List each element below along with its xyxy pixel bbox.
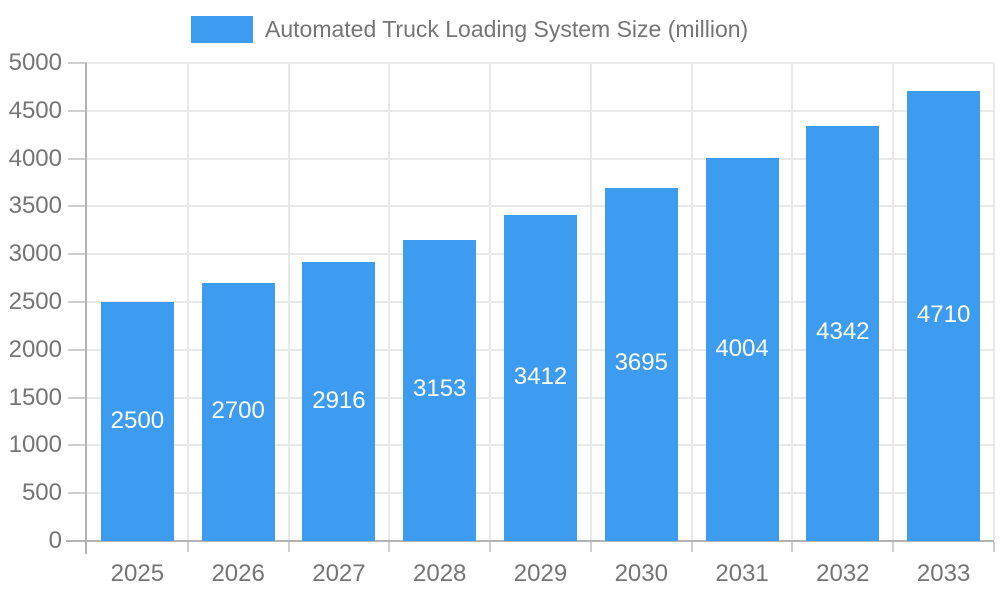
y-axis-tick <box>68 396 87 399</box>
x-tick-label: 2027 <box>312 560 366 587</box>
y-axis-line <box>85 63 87 554</box>
x-axis-tick <box>993 542 995 552</box>
gridline-vertical <box>791 63 794 541</box>
gridline-vertical <box>892 63 895 541</box>
bar-2026[interactable] <box>201 282 275 541</box>
bar-value-label: 2916 <box>312 386 366 414</box>
bar-2030[interactable] <box>604 187 678 541</box>
y-tick-label: 0 <box>48 527 62 554</box>
x-tick-label: 2030 <box>614 560 668 587</box>
x-tick-label: 2033 <box>916 560 971 587</box>
x-tick-label: 2029 <box>513 560 568 587</box>
y-axis-tick <box>68 444 87 447</box>
bar-value-label: 3153 <box>413 375 467 403</box>
legend-swatch <box>191 16 253 43</box>
y-tick-label: 1000 <box>8 431 62 459</box>
x-axis-line <box>66 540 994 542</box>
y-tick-label: 500 <box>21 479 62 507</box>
gridline-horizontal <box>87 109 994 112</box>
y-axis-tick <box>68 492 87 495</box>
x-tick-label: 2026 <box>211 560 265 587</box>
x-axis-tick <box>388 542 391 552</box>
y-tick-label: 1500 <box>8 383 62 411</box>
y-tick-label: 5000 <box>8 49 62 76</box>
bar-value-label: 4004 <box>715 334 769 362</box>
gridline-horizontal <box>87 205 994 208</box>
legend[interactable]: Automated Truck Loading System Size (mil… <box>191 16 748 43</box>
gridline-vertical <box>690 63 693 541</box>
y-tick-label: 4000 <box>8 144 62 172</box>
x-axis-tick <box>489 542 492 552</box>
y-axis-tick <box>68 348 87 351</box>
x-axis-tick <box>287 542 290 552</box>
bar-2025[interactable] <box>100 302 174 541</box>
y-tick-label: 2500 <box>8 288 62 315</box>
bar-value-label: 4342 <box>816 318 870 346</box>
bar-2028[interactable] <box>403 239 477 541</box>
gridline-horizontal <box>87 62 994 64</box>
x-tick-label: 2028 <box>413 560 467 587</box>
bar-value-label: 3695 <box>614 349 668 377</box>
y-axis-tick <box>68 109 87 112</box>
x-axis-tick <box>186 542 189 552</box>
x-axis-tick <box>690 542 693 552</box>
x-axis-tick <box>892 542 895 552</box>
x-tick-label: 2031 <box>715 560 769 587</box>
x-axis-tick <box>791 542 794 552</box>
x-tick-label: 2032 <box>816 560 870 587</box>
gridline-vertical <box>589 63 592 541</box>
gridline-horizontal <box>87 157 994 160</box>
bar-2031[interactable] <box>705 158 779 541</box>
bar-value-label: 2700 <box>211 396 265 424</box>
bar-value-label: 2500 <box>110 406 165 434</box>
y-axis-tick <box>68 253 87 256</box>
y-axis-tick <box>68 205 87 208</box>
y-axis-tick <box>68 62 87 64</box>
gridline-vertical <box>993 63 995 541</box>
y-tick-label: 2000 <box>8 335 62 363</box>
y-tick-label: 3500 <box>8 192 62 220</box>
y-tick-label: 4500 <box>8 96 62 124</box>
y-tick-label: 3000 <box>8 240 62 268</box>
y-axis-tick <box>68 301 87 303</box>
x-axis-tick <box>589 542 592 552</box>
bar-value-label: 4710 <box>916 300 971 328</box>
bar-2027[interactable] <box>302 262 376 541</box>
bar-value-label: 3412 <box>513 362 568 390</box>
gridline-vertical <box>186 63 189 541</box>
gridline-vertical <box>489 63 492 541</box>
x-tick-label: 2025 <box>110 560 165 587</box>
legend-label: Automated Truck Loading System Size (mil… <box>265 16 749 42</box>
y-axis-tick <box>68 157 87 160</box>
gridline-vertical <box>388 63 391 541</box>
bar-2029[interactable] <box>504 214 577 541</box>
gridline-vertical <box>287 63 290 541</box>
bar-2032[interactable] <box>806 125 880 541</box>
bar-2033[interactable] <box>907 90 981 541</box>
